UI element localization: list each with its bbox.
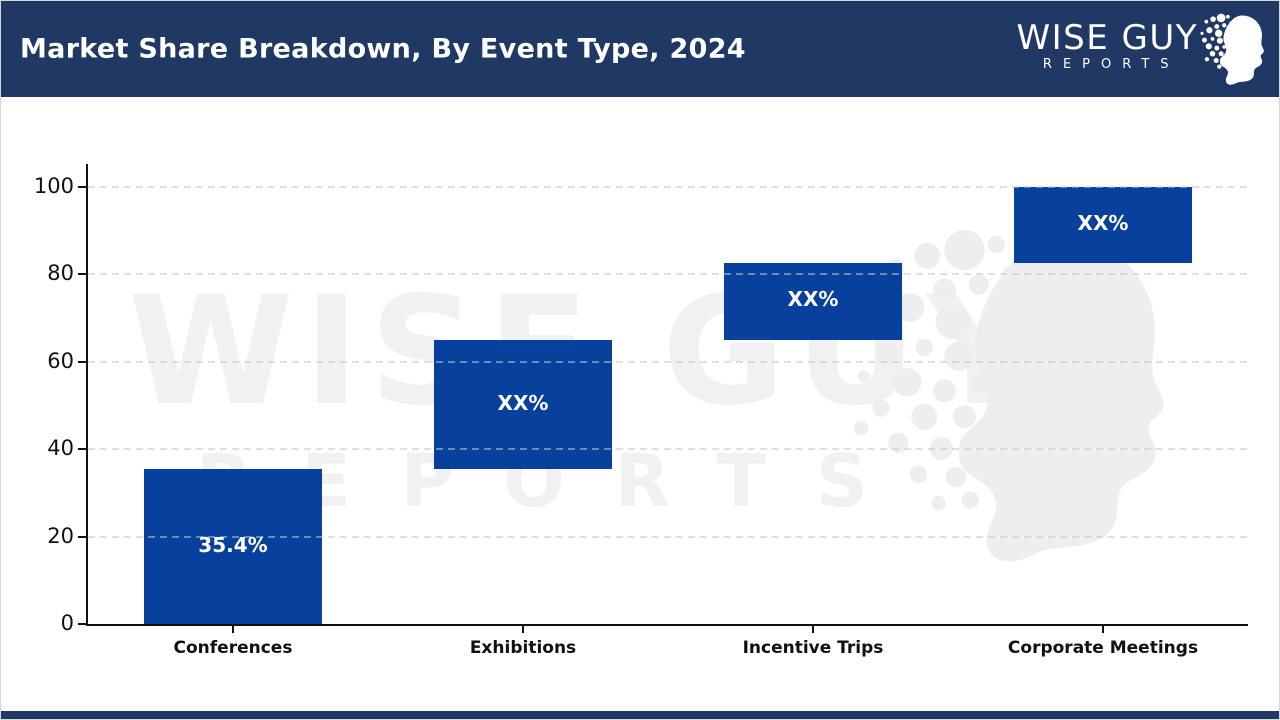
x-tick: [232, 626, 234, 633]
logo-name: WISE GUY: [1016, 18, 1198, 58]
gridline-80: [88, 273, 1248, 276]
x-axis-label: Exhibitions: [469, 638, 577, 658]
x-axis-label: Conferences: [173, 638, 293, 658]
bar-value-label: XX%: [497, 390, 549, 415]
logo-text: WISE GUY REPORTS: [1016, 20, 1198, 72]
y-axis: [86, 164, 88, 626]
header-band: Market Share Breakdown, By Event Type, 2…: [0, 0, 1280, 97]
bar-conferences: [144, 469, 322, 624]
head-profile-icon: [1200, 13, 1264, 85]
y-tick: [78, 186, 86, 188]
wise-guy-reports-logo: WISE GUY REPORTS: [1016, 4, 1270, 92]
x-tick: [812, 626, 814, 633]
bar-value-label: 35.4%: [198, 532, 268, 557]
x-tick: [522, 626, 524, 633]
gridline-20: [88, 535, 1248, 538]
gridline-40: [88, 448, 1248, 451]
y-tick: [78, 535, 86, 538]
y-tick: [78, 273, 86, 276]
y-tick-label: 0: [60, 611, 74, 635]
x-tick: [1102, 626, 1104, 633]
y-tick: [78, 360, 86, 363]
bar-value-label: XX%: [1077, 211, 1129, 236]
y-tick-label: 20: [47, 523, 74, 548]
y-tick: [78, 623, 86, 625]
y-tick-label: 40: [47, 436, 74, 461]
page-title: Market Share Breakdown, By Event Type, 2…: [20, 33, 746, 64]
x-axis-label: Corporate Meetings: [1007, 638, 1199, 658]
gridline-100: [88, 186, 1248, 188]
y-tick-label: 80: [47, 261, 74, 286]
gridline-60: [88, 360, 1248, 363]
y-tick-label: 60: [47, 348, 74, 373]
logo-subtitle: REPORTS: [1042, 57, 1180, 72]
bar-value-label: XX%: [787, 287, 839, 312]
x-axis: [86, 624, 1248, 626]
y-tick-label: 100: [33, 174, 74, 198]
x-axis-label: Incentive Trips: [742, 638, 884, 658]
footer-band: [0, 711, 1280, 720]
y-tick: [78, 448, 86, 451]
